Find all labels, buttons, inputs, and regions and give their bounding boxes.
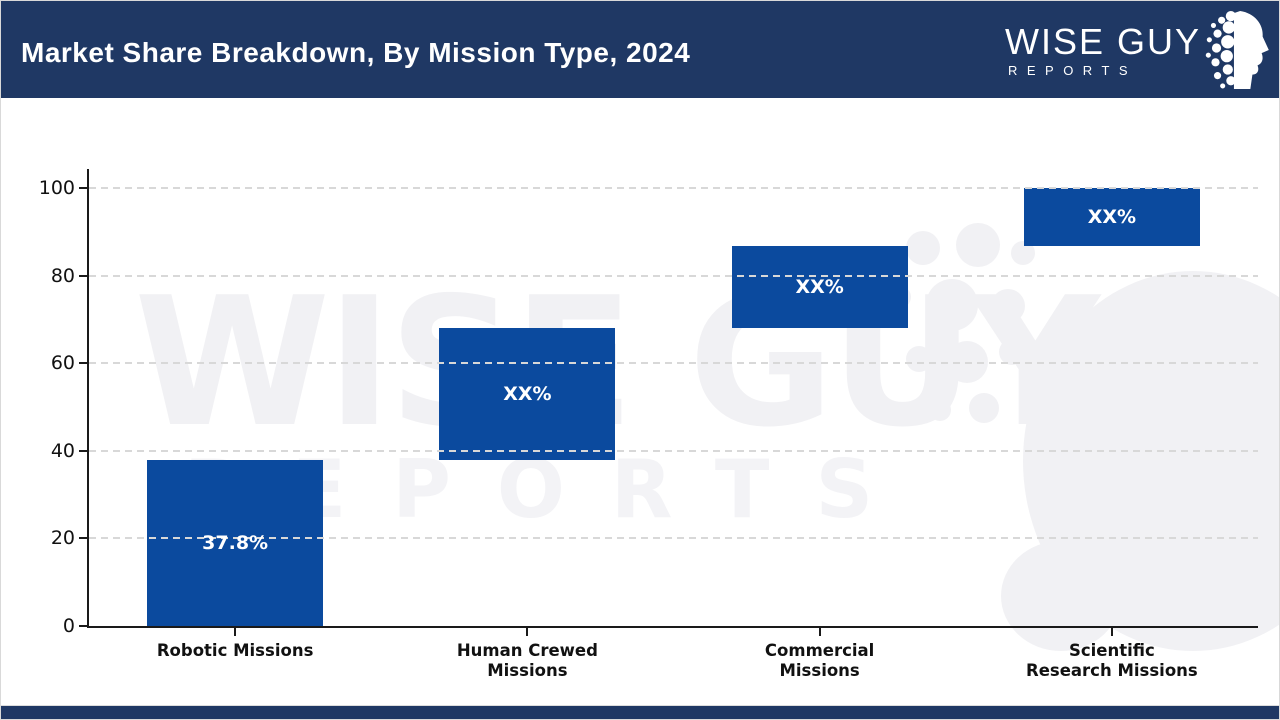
- dotted-face-icon: [1205, 11, 1269, 89]
- brand-logo-subtext: REPORTS: [1007, 63, 1138, 78]
- y-axis-tick: [79, 449, 87, 452]
- y-axis-line: [87, 169, 89, 628]
- x-category-label: Human Crewed Missions: [456, 641, 598, 680]
- x-axis-line: [87, 626, 1258, 628]
- brand-logo: WISE GUY REPORTS: [1004, 21, 1201, 79]
- gridline: [89, 537, 1258, 540]
- bar-segment: [731, 245, 908, 329]
- x-category-label: Scientific Research Missions: [1026, 641, 1198, 680]
- x-axis-tick: [818, 628, 821, 636]
- page-title: Market Share Breakdown, By Mission Type,…: [21, 37, 691, 68]
- gridline: [89, 362, 1258, 365]
- brand-logo-text: WISE GUY: [1004, 21, 1201, 62]
- y-axis-tick-label: 80: [50, 264, 75, 287]
- x-category-label: Robotic Missions: [156, 641, 314, 660]
- y-axis-tick: [79, 537, 87, 540]
- header-bar: Market Share Breakdown, By Mission Type,…: [1, 1, 1279, 98]
- bar-value-label: XX%: [1087, 205, 1137, 228]
- bar-value-label: 37.8%: [202, 532, 269, 555]
- gridline: [89, 187, 1258, 189]
- y-axis-tick-label: 40: [50, 439, 75, 462]
- plot-area: 37.8% XX% XX% XX%: [79, 187, 1258, 627]
- y-axis-tick: [79, 362, 87, 365]
- y-axis-tick-label: 60: [50, 352, 75, 375]
- y-axis-tick: [79, 187, 87, 189]
- y-axis-tick: [79, 274, 87, 277]
- gridline: [89, 274, 1258, 277]
- x-axis-tick: [1110, 628, 1113, 636]
- gridline: [89, 449, 1258, 452]
- bar-value-label: XX%: [503, 383, 552, 406]
- bar-segment: [439, 328, 616, 461]
- bar-segment: [147, 460, 324, 626]
- bar-segment: [1023, 188, 1200, 246]
- y-axis-tick: [79, 625, 87, 627]
- x-category-label: Commercial Missions: [764, 641, 875, 680]
- footer-divider: [1, 705, 1279, 706]
- bar-value-label: XX%: [795, 276, 844, 298]
- y-axis-tick-label: 0: [62, 615, 75, 637]
- y-axis-tick-label: 100: [38, 177, 75, 199]
- x-axis-tick: [526, 628, 529, 636]
- footer-bar: [1, 706, 1279, 719]
- x-axis-tick: [234, 628, 237, 636]
- y-axis-tick-label: 20: [50, 527, 75, 550]
